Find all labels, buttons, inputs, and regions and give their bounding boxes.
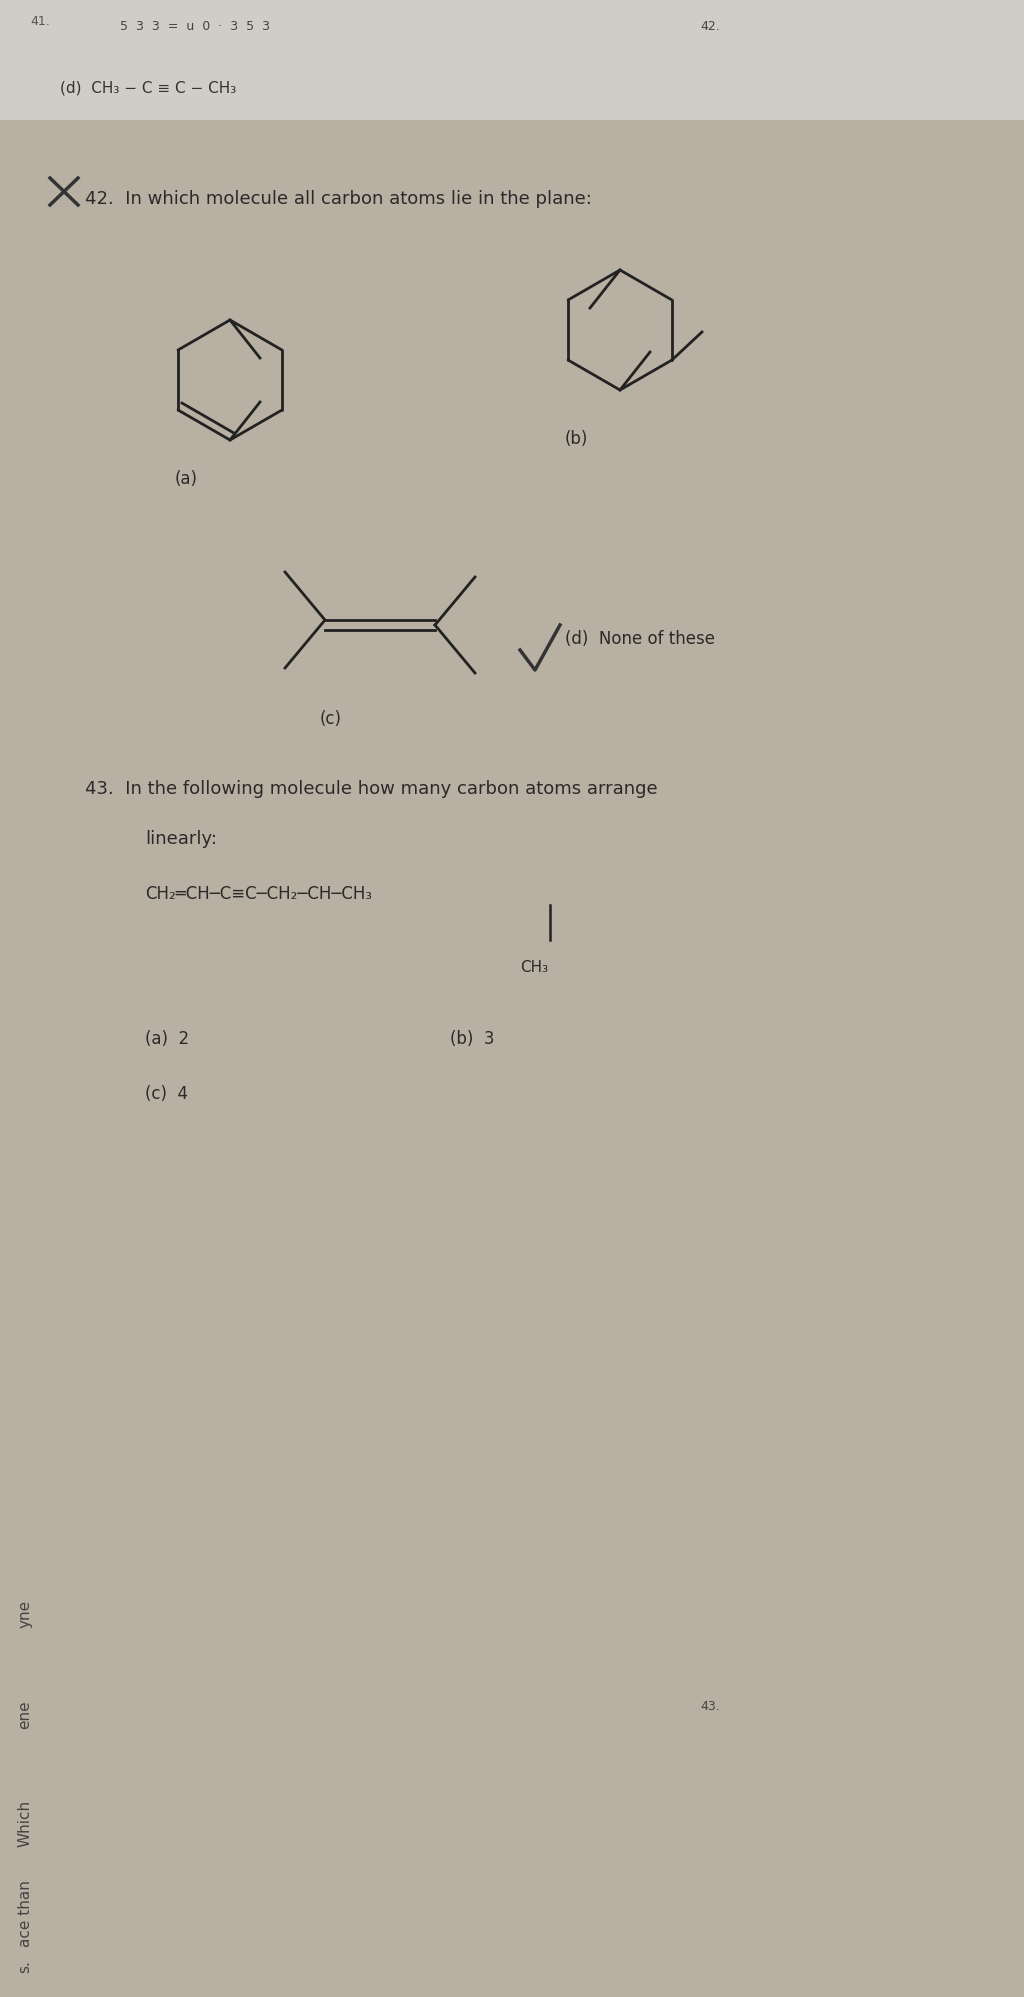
- Text: (c): (c): [319, 711, 342, 729]
- Text: 41.: 41.: [30, 16, 50, 28]
- Text: CH₂═CH─C≡C─CH₂─CH─CH₃: CH₂═CH─C≡C─CH₂─CH─CH₃: [145, 885, 372, 903]
- Text: (a)  2: (a) 2: [145, 1030, 189, 1048]
- Text: (a): (a): [175, 469, 198, 487]
- Text: yne: yne: [17, 1600, 33, 1628]
- Text: 42.: 42.: [700, 20, 720, 34]
- Text: linearly:: linearly:: [145, 831, 217, 849]
- Text: 42.  In which molecule all carbon atoms lie in the plane:: 42. In which molecule all carbon atoms l…: [85, 190, 592, 208]
- Bar: [0, 0, 1024, 120]
- Text: 43.  In the following molecule how many carbon atoms arrange: 43. In the following molecule how many c…: [85, 781, 657, 799]
- Text: s.: s.: [17, 1959, 33, 1973]
- Text: ace than: ace than: [17, 1879, 33, 1947]
- Text: (d)  None of these: (d) None of these: [565, 629, 715, 647]
- Text: CH₃: CH₃: [520, 961, 548, 975]
- Text: (c)  4: (c) 4: [145, 1084, 188, 1102]
- Text: (b)  3: (b) 3: [450, 1030, 495, 1048]
- Text: 5  3  3  =  u  0  ·  3  5  3: 5 3 3 = u 0 · 3 5 3: [120, 20, 270, 34]
- Text: ene: ene: [17, 1699, 33, 1729]
- Text: Which: Which: [17, 1799, 33, 1847]
- Text: (d)  CH₃ − C ≡ C − CH₃: (d) CH₃ − C ≡ C − CH₃: [60, 80, 237, 96]
- Text: (b): (b): [565, 429, 589, 447]
- Text: 43.: 43.: [700, 1699, 720, 1713]
